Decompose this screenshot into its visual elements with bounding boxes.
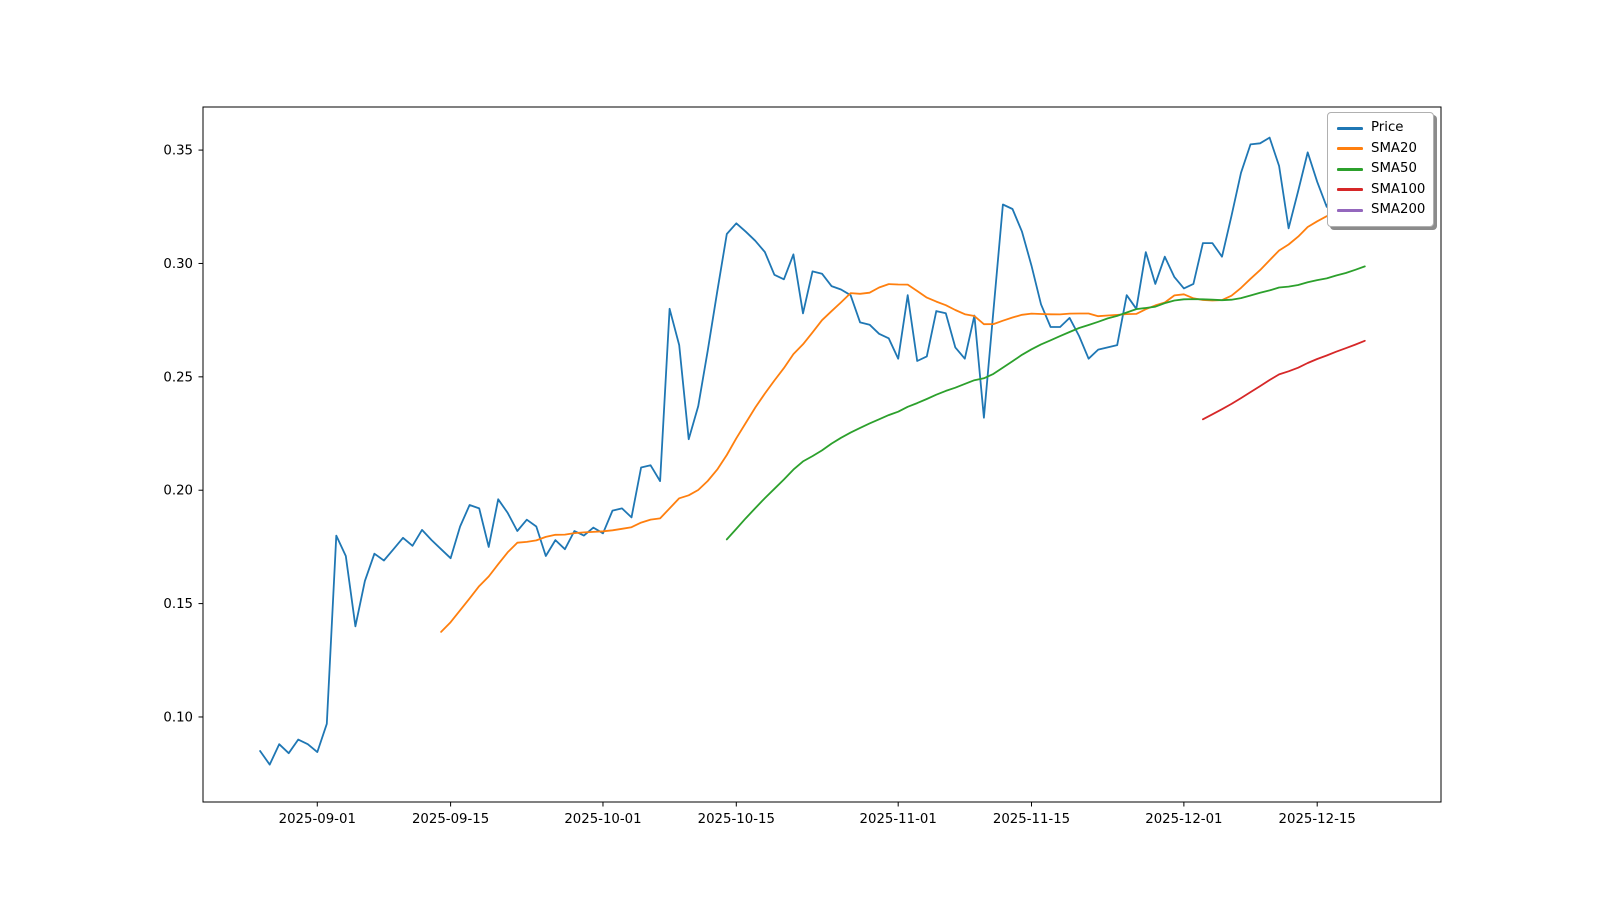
legend-label-sma100: SMA100	[1371, 181, 1426, 197]
x-tick-label: 2025-10-15	[698, 812, 775, 827]
y-tick-label: 0.10	[163, 710, 193, 725]
y-tick-label: 0.35	[163, 144, 193, 159]
y-tick-label: 0.20	[163, 484, 193, 499]
legend-item-sma200: SMA200	[1337, 200, 1425, 221]
plot-border	[202, 106, 1442, 803]
sma50-line-sample-icon	[1337, 167, 1363, 171]
y-tick-label: 0.30	[163, 257, 193, 272]
x-tick-label: 2025-09-01	[279, 812, 356, 827]
x-tick-label: 2025-10-01	[564, 812, 641, 827]
x-tick-label: 2025-12-15	[1279, 812, 1356, 827]
x-tick-label: 2025-11-15	[993, 812, 1070, 827]
sma20-line-sample-icon	[1337, 147, 1363, 151]
legend: Price SMA20 SMA50 SMA100 SMA200	[1327, 112, 1434, 227]
y-tick-label: 0.25	[163, 370, 193, 385]
legend-label-price: Price	[1371, 120, 1404, 135]
sma100-line-sample-icon	[1337, 188, 1363, 192]
x-tick-label: 2025-12-01	[1145, 812, 1222, 827]
price-line-sample-icon	[1337, 126, 1363, 130]
legend-item-sma50: SMA50	[1337, 159, 1425, 180]
price-line	[259, 136, 1366, 766]
legend-item-sma100: SMA100	[1337, 180, 1425, 201]
sma100-line	[1202, 339, 1366, 421]
legend-label-sma200: SMA200	[1371, 202, 1426, 217]
legend-item-sma20: SMA20	[1337, 139, 1425, 160]
legend-label-sma20: SMA20	[1371, 140, 1417, 156]
sma50-line	[725, 265, 1366, 541]
legend-label-sma50: SMA50	[1371, 161, 1417, 176]
sma200-line-sample-icon	[1337, 208, 1363, 212]
legend-item-price: Price	[1337, 118, 1425, 139]
x-tick-label: 2025-11-01	[860, 812, 937, 827]
y-tick-label: 0.15	[163, 597, 193, 612]
x-tick-label: 2025-09-15	[412, 812, 489, 827]
